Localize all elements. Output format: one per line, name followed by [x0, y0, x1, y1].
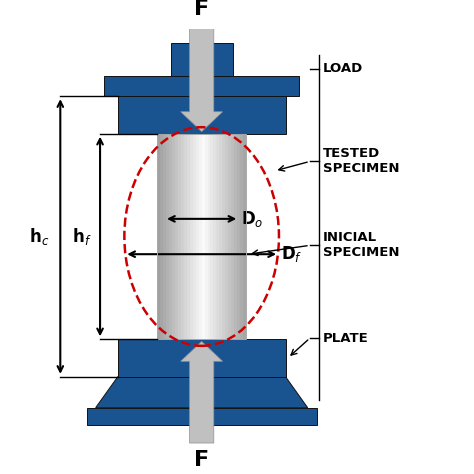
Text: TESTED
SPECIMEN: TESTED SPECIMEN — [323, 147, 400, 175]
Polygon shape — [225, 134, 228, 339]
Polygon shape — [196, 134, 199, 339]
Polygon shape — [87, 408, 317, 425]
FancyArrow shape — [181, 26, 223, 132]
Polygon shape — [184, 134, 187, 339]
Polygon shape — [237, 134, 240, 339]
Polygon shape — [231, 134, 234, 339]
Text: D$_f$: D$_f$ — [281, 244, 303, 264]
Polygon shape — [228, 134, 231, 339]
Polygon shape — [201, 134, 205, 339]
Text: PLATE: PLATE — [323, 332, 369, 345]
Polygon shape — [210, 134, 213, 339]
Polygon shape — [213, 134, 217, 339]
FancyArrow shape — [181, 341, 223, 443]
Polygon shape — [190, 134, 193, 339]
Text: INICIAL
SPECIMEN: INICIAL SPECIMEN — [323, 231, 400, 259]
Polygon shape — [157, 134, 160, 339]
Text: F: F — [194, 450, 209, 470]
Polygon shape — [234, 134, 237, 339]
Text: h$_c$: h$_c$ — [29, 226, 49, 247]
Polygon shape — [164, 134, 166, 339]
Polygon shape — [169, 134, 172, 339]
Polygon shape — [219, 134, 222, 339]
Polygon shape — [104, 76, 299, 96]
Polygon shape — [181, 134, 184, 339]
Text: h$_f$: h$_f$ — [72, 226, 91, 247]
Polygon shape — [205, 134, 208, 339]
Polygon shape — [118, 96, 286, 134]
Polygon shape — [118, 339, 286, 377]
Polygon shape — [171, 43, 233, 76]
Polygon shape — [166, 134, 169, 339]
Polygon shape — [160, 134, 164, 339]
Polygon shape — [217, 134, 219, 339]
Polygon shape — [222, 134, 225, 339]
Polygon shape — [208, 134, 210, 339]
Polygon shape — [175, 134, 178, 339]
Polygon shape — [240, 134, 243, 339]
Polygon shape — [243, 134, 246, 339]
Text: F: F — [194, 0, 209, 19]
Text: D$_o$: D$_o$ — [241, 209, 264, 229]
Polygon shape — [172, 134, 175, 339]
Polygon shape — [193, 134, 196, 339]
Polygon shape — [178, 134, 181, 339]
Polygon shape — [96, 377, 308, 408]
Text: LOAD: LOAD — [323, 62, 364, 75]
Polygon shape — [187, 134, 190, 339]
Polygon shape — [199, 134, 201, 339]
